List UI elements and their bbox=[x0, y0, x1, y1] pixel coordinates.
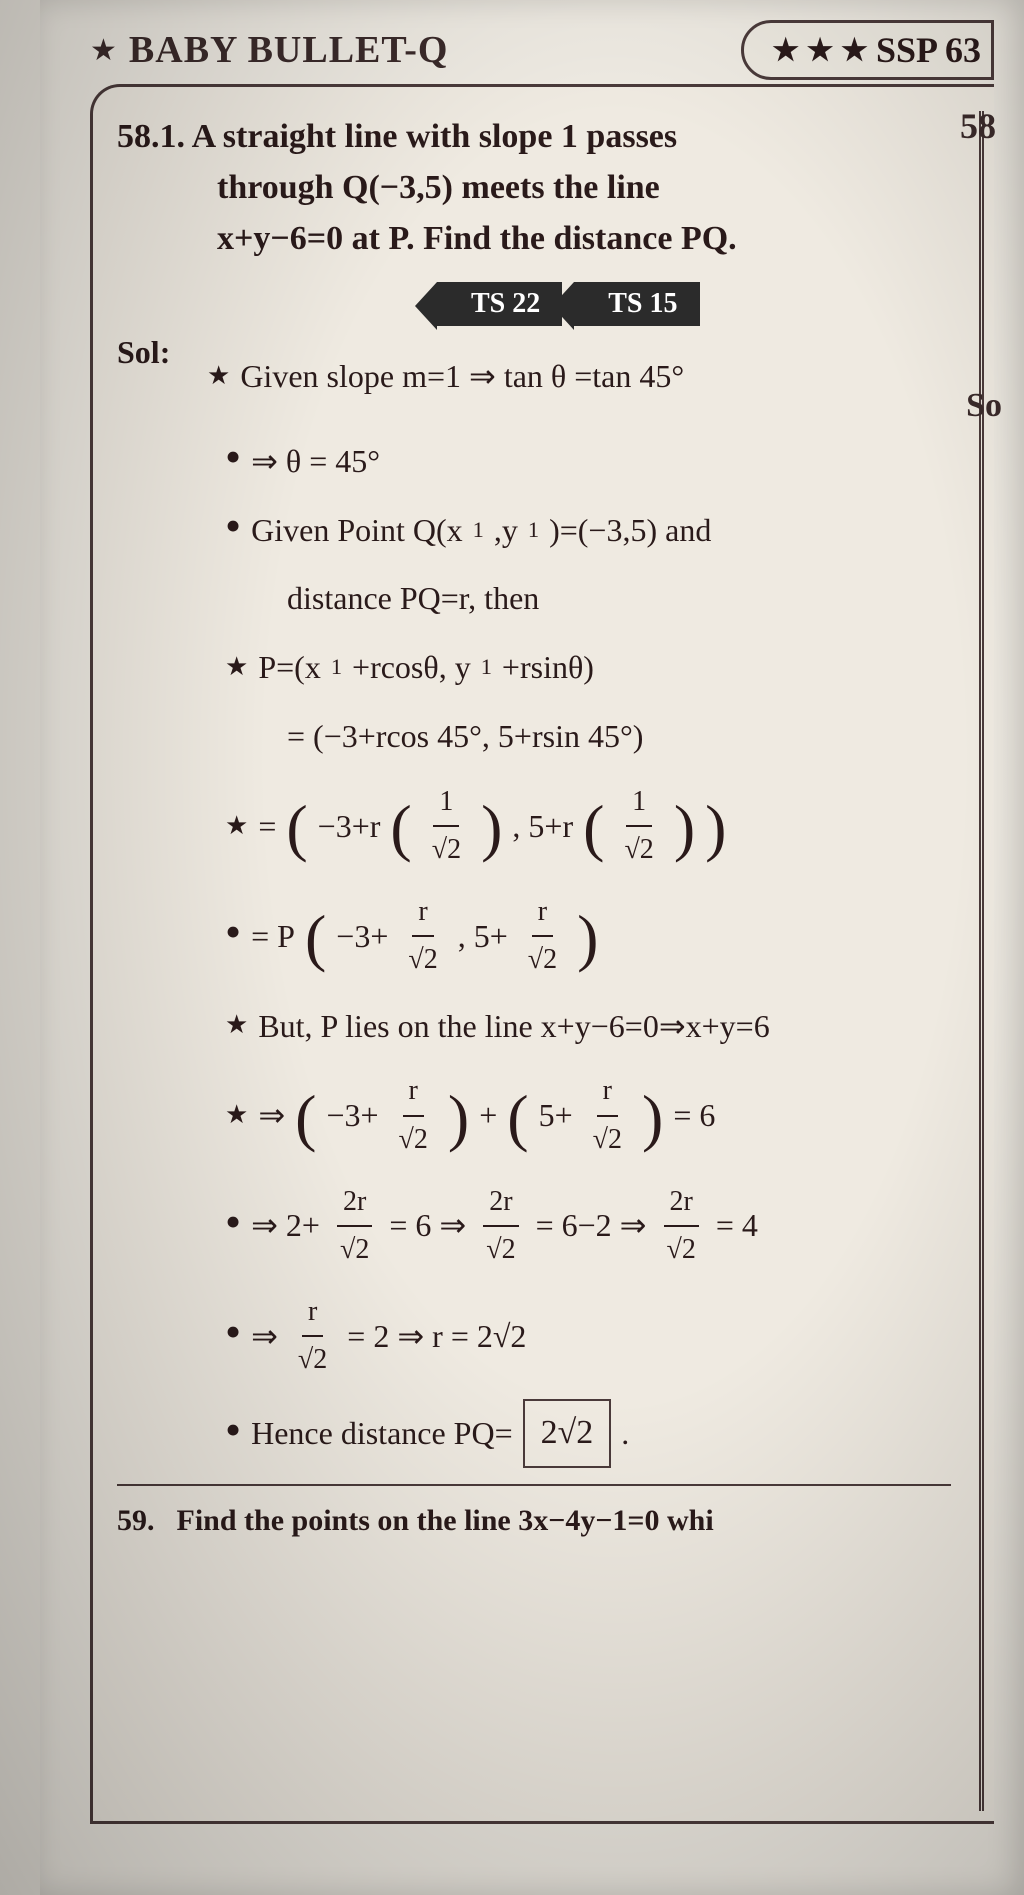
sol-line-5: = (−3+rcos 45°, 5+rsin 45°) bbox=[287, 710, 951, 763]
ts-tag-1: TS 22 bbox=[437, 282, 562, 326]
question-number: 58.1. bbox=[117, 118, 185, 155]
star-icon: ★ bbox=[225, 646, 248, 689]
question-line3: x+y−6=0 at P. Find the distance PQ. bbox=[217, 213, 951, 264]
question-block: 58.1. A straight line with slope 1 passe… bbox=[117, 111, 951, 264]
sol-line-2: • ⇒ θ = 45° bbox=[225, 435, 951, 488]
ssp-stars: ★ ★ ★ bbox=[772, 33, 868, 68]
content-frame: 58 So 58.1. A straight line with slope 1… bbox=[90, 84, 994, 1824]
question-line2: through Q(−3,5) meets the line bbox=[217, 162, 951, 213]
answer-box: 2√2 bbox=[523, 1399, 612, 1467]
sol-line-1: ★ Given slope m=1 ⇒ tan θ =tan 45° bbox=[207, 350, 684, 403]
q59-text: Find the points on the line 3x−4y−1=0 wh… bbox=[177, 1504, 714, 1538]
sol-line-12: • Hence distance PQ= 2√2 . bbox=[225, 1399, 951, 1467]
header-star-icon: ★ bbox=[90, 33, 117, 68]
book-title: BABY BULLET-Q bbox=[129, 28, 449, 72]
sol-line-11: • ⇒ r√2 = 2 ⇒ r = 2√2 bbox=[225, 1289, 951, 1383]
ts-tag-2: TS 15 bbox=[574, 282, 699, 326]
star-icon: ★ bbox=[225, 1094, 248, 1137]
solution-label: Sol: bbox=[117, 334, 187, 371]
sol-line-10: • ⇒ 2+ 2r√2 = 6 ⇒ 2r√2 = 6−2 ⇒ 2r√2 = 4 bbox=[225, 1179, 951, 1273]
q59-number: 59. bbox=[117, 1504, 155, 1538]
sol-line-6: ★ = ( −3+r ( 1√2 ) , 5+r ( 1√2 ) ) bbox=[225, 779, 951, 873]
star-icon: ★ bbox=[225, 1004, 248, 1047]
star-icon: ★ bbox=[225, 805, 248, 848]
sol-line-7: • = P ( −3+ r√2 , 5+ r√2 ) bbox=[225, 889, 951, 983]
sol-line-8: ★ But, P lies on the line x+y−6=0⇒x+y=6 bbox=[225, 1000, 951, 1053]
sol-line-4: ★ P=(x1+rcosθ, y1+rsinθ) bbox=[225, 641, 951, 694]
sol-line-9: ★ ⇒ ( −3+ r√2 ) + ( 5+ r√2 ) = 6 bbox=[225, 1068, 951, 1162]
gutter-page-ref: 58 bbox=[960, 105, 996, 147]
ssp-label: SSP 63 bbox=[876, 29, 981, 71]
gutter-side-label: So bbox=[966, 387, 1002, 425]
sol-line-3: • Given Point Q(x1,y1)=(−3,5) and bbox=[225, 504, 951, 557]
question-59: 59. Find the points on the line 3x−4y−1=… bbox=[117, 1484, 951, 1538]
sol-line-3b: distance PQ=r, then bbox=[287, 572, 951, 625]
question-line1: A straight line with slope 1 passes bbox=[192, 118, 678, 155]
ssp-badge: ★ ★ ★ SSP 63 bbox=[741, 20, 994, 80]
star-icon: ★ bbox=[207, 355, 230, 398]
